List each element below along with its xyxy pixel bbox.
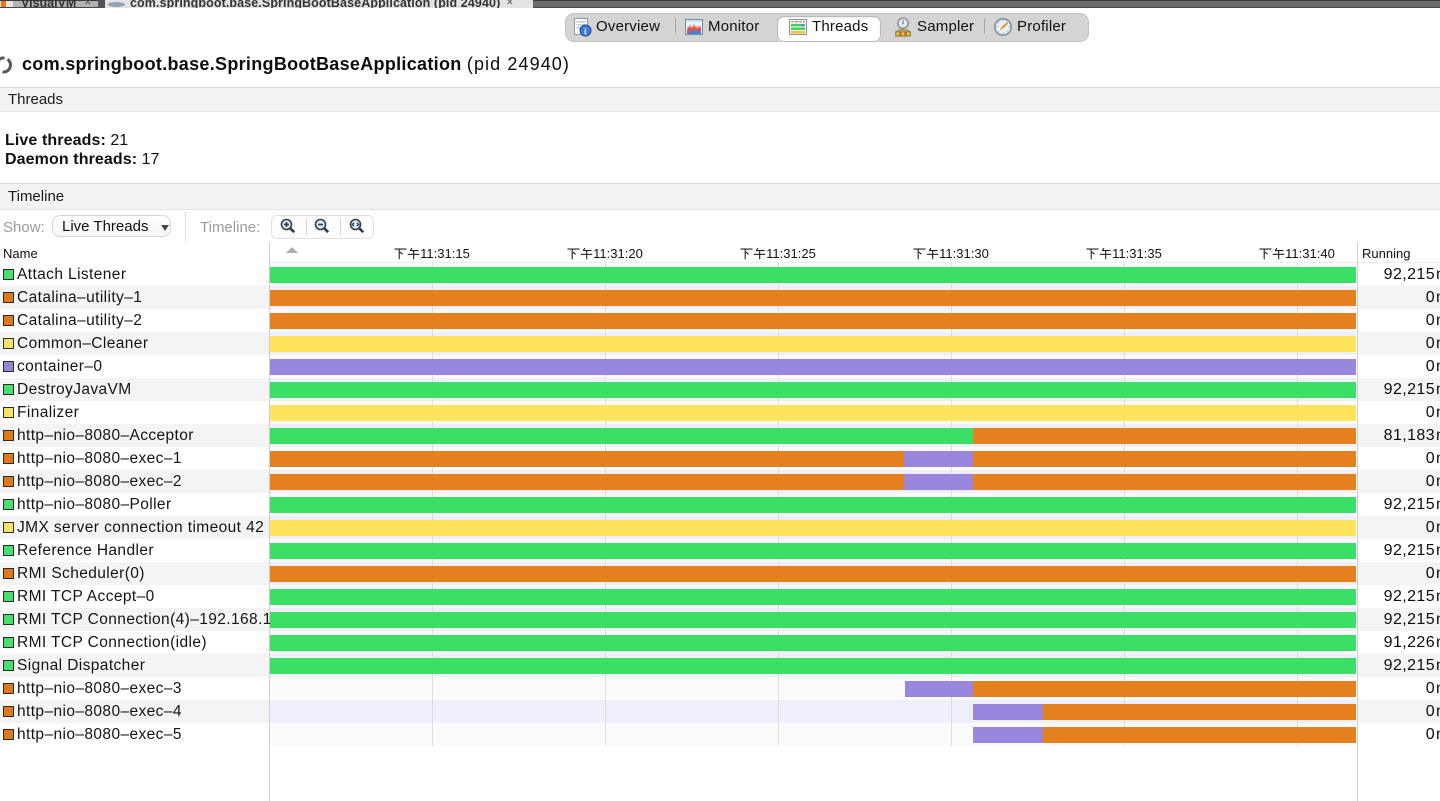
svg-text:i: i xyxy=(584,26,587,36)
